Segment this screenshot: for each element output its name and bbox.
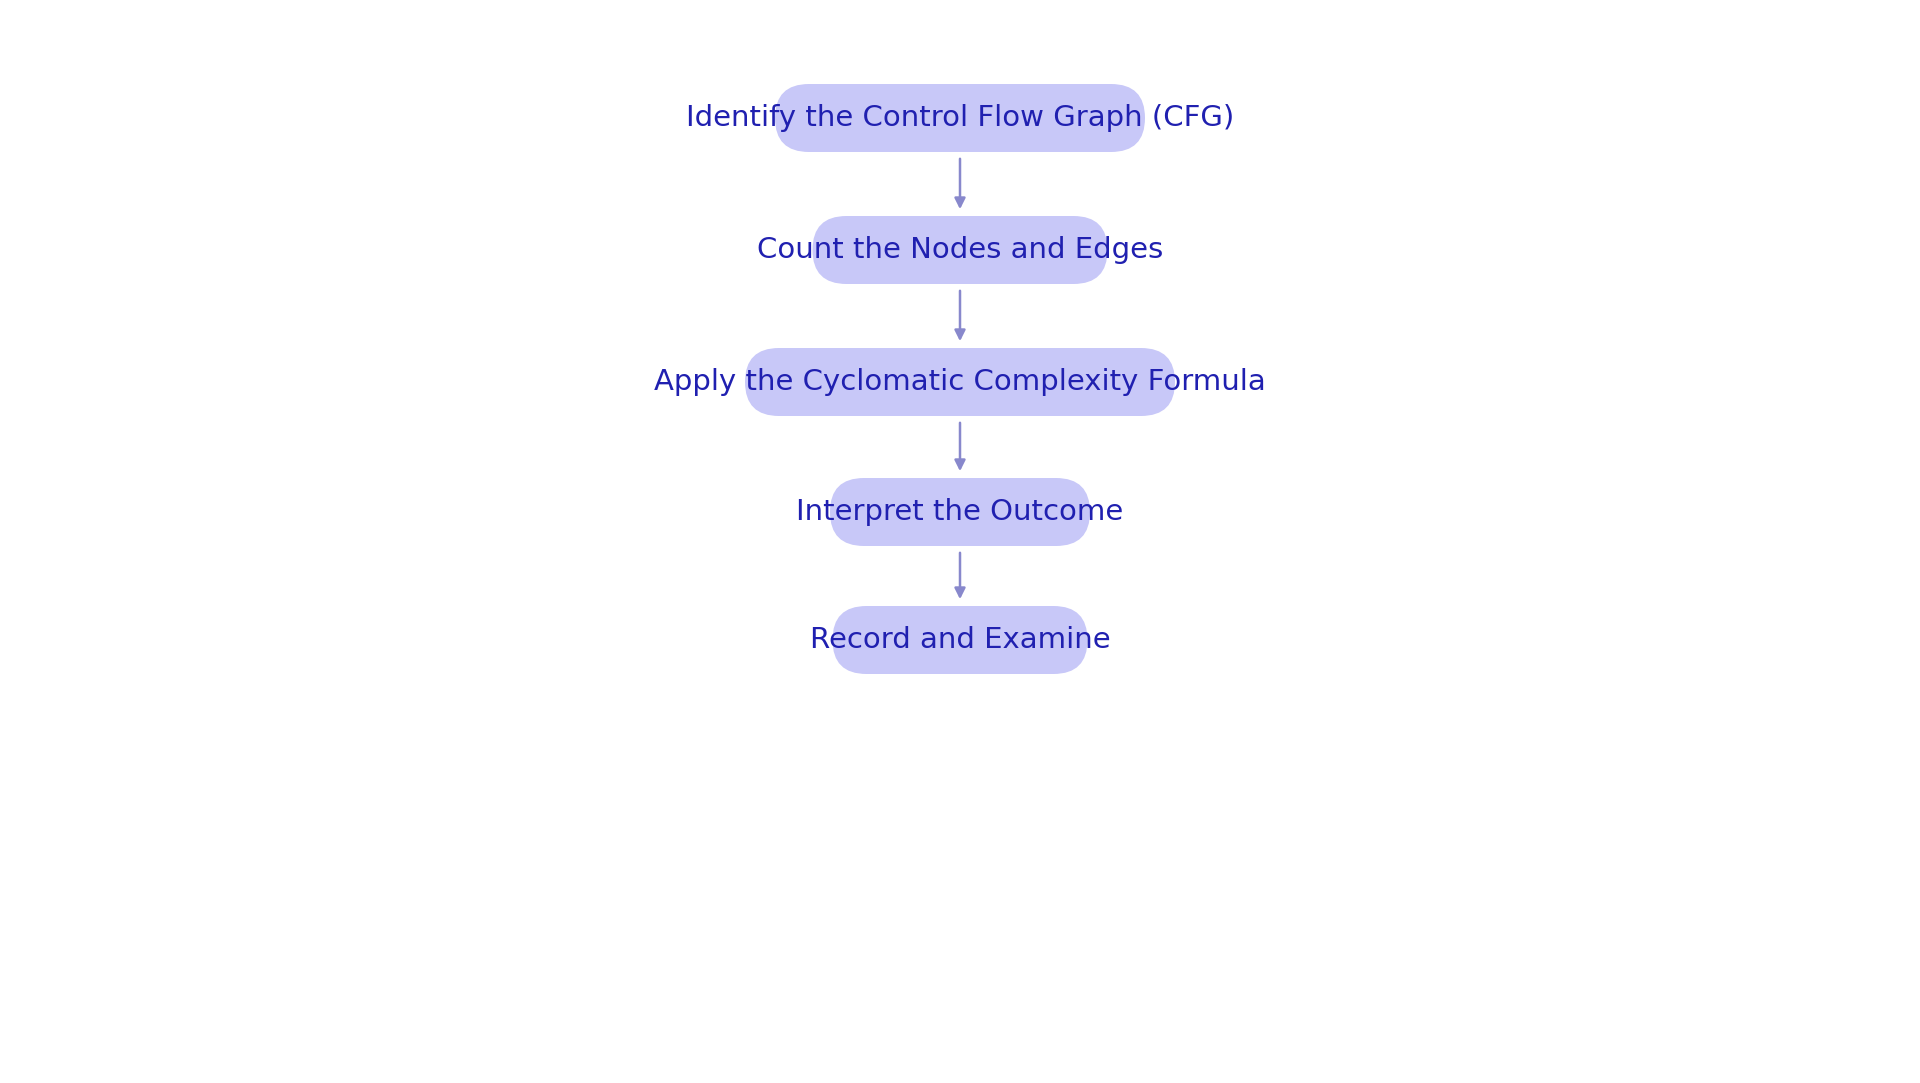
- Text: Record and Examine: Record and Examine: [810, 626, 1110, 654]
- Text: Count the Nodes and Edges: Count the Nodes and Edges: [756, 236, 1164, 264]
- FancyBboxPatch shape: [745, 348, 1175, 416]
- FancyBboxPatch shape: [829, 478, 1091, 546]
- FancyBboxPatch shape: [833, 606, 1087, 674]
- Text: Interpret the Outcome: Interpret the Outcome: [797, 498, 1123, 526]
- Text: Identify the Control Flow Graph (CFG): Identify the Control Flow Graph (CFG): [685, 104, 1235, 132]
- FancyBboxPatch shape: [776, 84, 1144, 152]
- Text: Apply the Cyclomatic Complexity Formula: Apply the Cyclomatic Complexity Formula: [655, 368, 1265, 396]
- FancyBboxPatch shape: [812, 216, 1108, 284]
